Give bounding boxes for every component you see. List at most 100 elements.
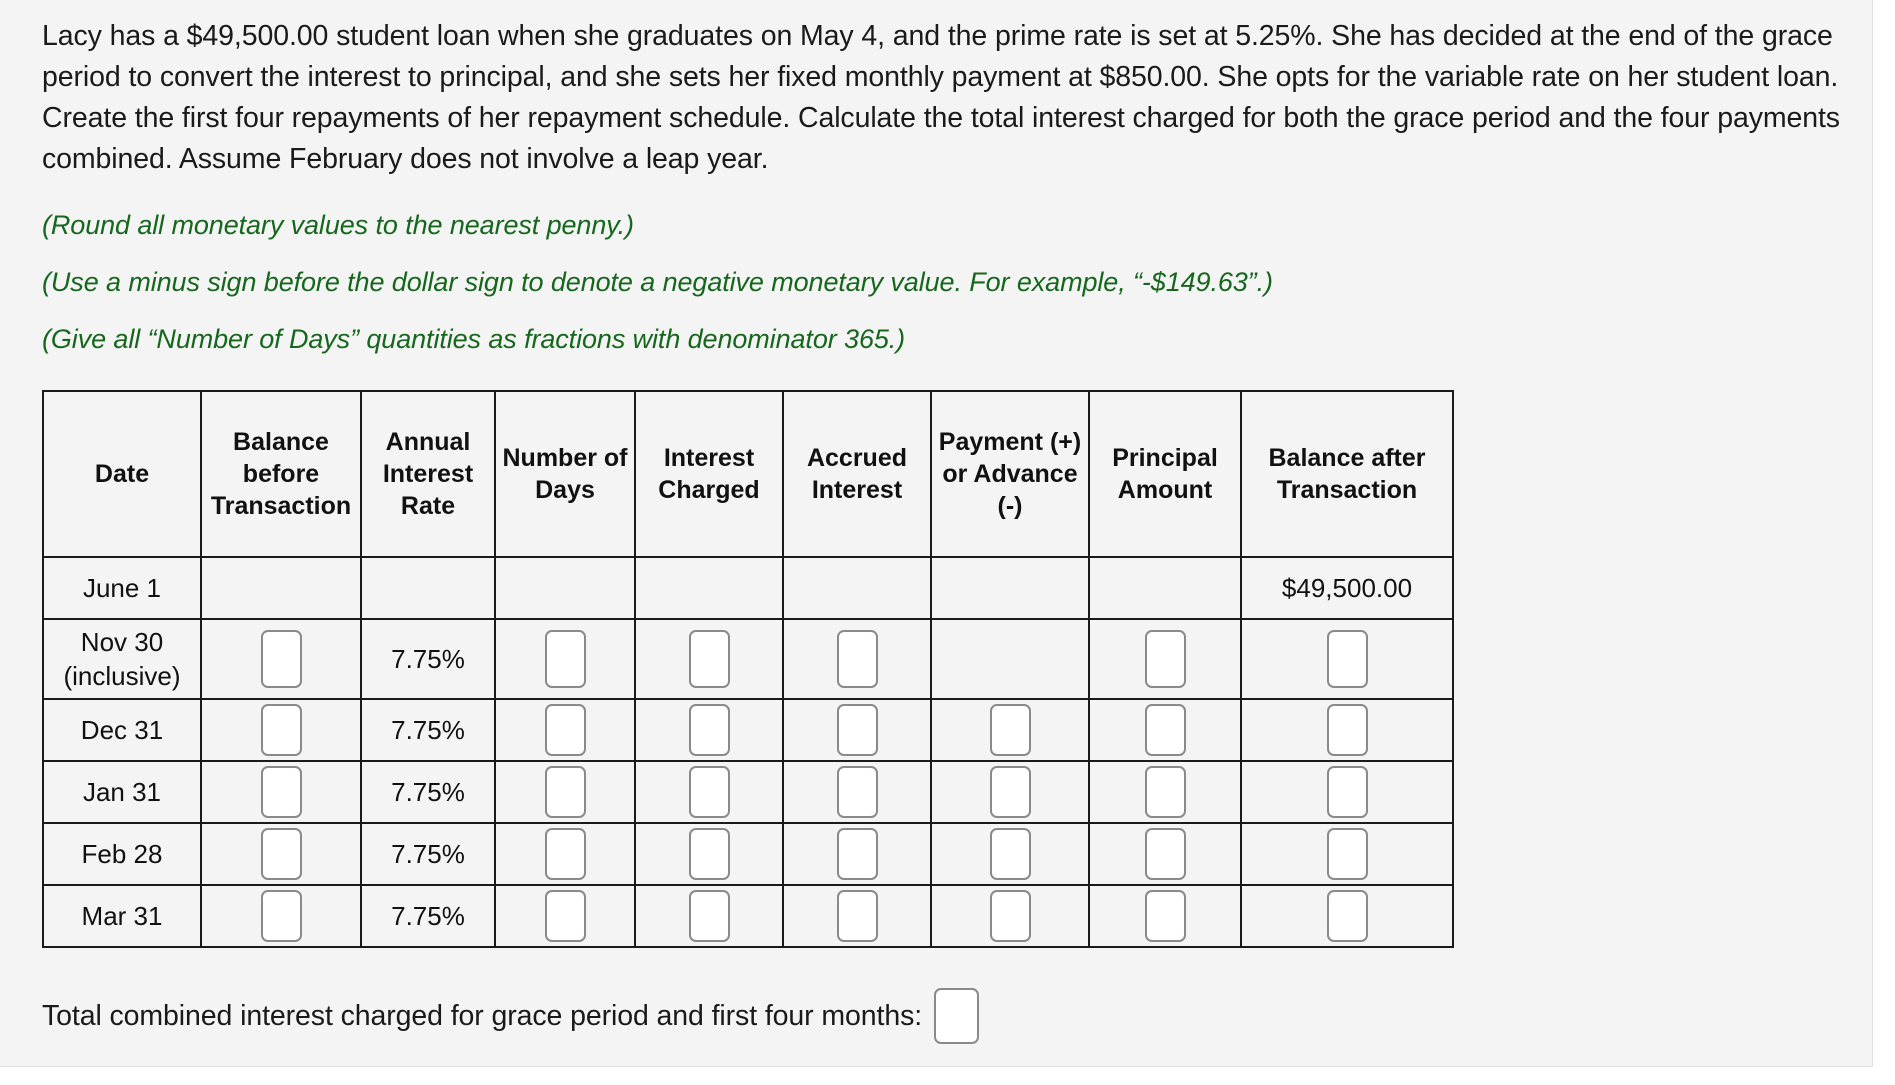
cell-interest-charged [634,618,784,700]
input-number-of-days[interactable] [544,630,586,688]
cell-payment-advance [930,884,1090,948]
input-interest-charged[interactable] [688,890,730,942]
date-label: Nov 30 [80,627,164,657]
cell-accrued-interest [782,618,932,700]
table-row: Mar 31 7.75% [42,884,1454,948]
input-accrued-interest[interactable] [836,704,878,756]
input-payment-advance[interactable] [989,704,1031,756]
cell-annual-rate [360,556,496,620]
col-header-accrued-interest: Accrued Interest [782,390,932,558]
table-header-row: Date Balance before Transaction Annual I… [42,390,1454,558]
cell-interest-charged [634,760,784,824]
col-header-balance-before: Balance before Transaction [200,390,362,558]
cell-accrued-interest [782,760,932,824]
input-interest-charged[interactable] [688,766,730,818]
col-header-date: Date [42,390,202,558]
problem-statement: Lacy has a $49,500.00 student loan when … [42,20,1840,175]
cell-number-of-days [494,698,636,762]
input-balance-before[interactable] [260,704,302,756]
date-label: Feb 28 [81,839,163,869]
input-number-of-days[interactable] [544,890,586,942]
instruction-note-days: (Give all “Number of Days” quantities as… [42,324,906,354]
input-balance-after[interactable] [1326,890,1368,942]
cell-balance-after [1240,760,1454,824]
input-balance-after[interactable] [1326,704,1368,756]
cell-interest-charged [634,556,784,620]
input-interest-charged[interactable] [688,704,730,756]
cell-number-of-days [494,884,636,948]
input-principal-amount[interactable] [1144,890,1186,942]
cell-balance-after [1240,698,1454,762]
cell-balance-before [200,556,362,620]
cell-number-of-days [494,556,636,620]
cell-interest-charged [634,822,784,886]
cell-balance-before [200,618,362,700]
input-interest-charged[interactable] [688,630,730,688]
input-balance-after[interactable] [1326,828,1368,880]
instruction-note-negative: (Use a minus sign before the dollar sign… [42,267,1273,297]
col-header-interest-charged: Interest Charged [634,390,784,558]
input-balance-before[interactable] [260,766,302,818]
cell-date: Nov 30 (inclusive) [42,618,202,700]
input-accrued-interest[interactable] [836,828,878,880]
cell-principal-amount [1088,822,1242,886]
table-row: Feb 28 7.75% [42,822,1454,886]
cell-payment-advance [930,556,1090,620]
date-sublabel: (inclusive) [63,661,181,691]
cell-annual-rate: 7.75% [360,884,496,948]
table-body: June 1 $49,500.00 Nov 30 (inclusive) 7.75% De… [42,556,1454,948]
cell-annual-rate: 7.75% [360,618,496,700]
input-number-of-days[interactable] [544,828,586,880]
input-accrued-interest[interactable] [836,890,878,942]
input-number-of-days[interactable] [544,704,586,756]
cell-principal-amount [1088,884,1242,948]
total-interest-input[interactable] [934,988,980,1044]
col-header-payment-advance: Payment (+) or Advance (-) [930,390,1090,558]
input-interest-charged[interactable] [688,828,730,880]
cell-payment-advance [930,760,1090,824]
input-balance-after[interactable] [1326,630,1368,688]
input-number-of-days[interactable] [544,766,586,818]
input-principal-amount[interactable] [1144,766,1186,818]
cell-date: Feb 28 [42,822,202,886]
input-balance-before[interactable] [260,890,302,942]
cell-accrued-interest [782,884,932,948]
input-accrued-interest[interactable] [836,766,878,818]
input-payment-advance[interactable] [989,890,1031,942]
cell-balance-before [200,760,362,824]
input-accrued-interest[interactable] [836,630,878,688]
date-label: Mar 31 [81,901,163,931]
cell-balance-before [200,884,362,948]
input-principal-amount[interactable] [1144,630,1186,688]
cell-balance-after: $49,500.00 [1240,556,1454,620]
cell-principal-amount [1088,760,1242,824]
total-interest-row: Total combined interest charged for grac… [42,988,1842,1044]
cell-balance-after [1240,618,1454,700]
input-balance-after[interactable] [1326,766,1368,818]
col-header-annual-rate: Annual Interest Rate [360,390,496,558]
cell-balance-before [200,698,362,762]
cell-accrued-interest [782,698,932,762]
cell-date: Dec 31 [42,698,202,762]
input-payment-advance[interactable] [989,828,1031,880]
cell-balance-before [200,822,362,886]
cell-number-of-days [494,618,636,700]
cell-payment-advance [930,618,1090,700]
input-payment-advance[interactable] [989,766,1031,818]
input-principal-amount[interactable] [1144,828,1186,880]
cell-date: Jan 31 [42,760,202,824]
table-row: Nov 30 (inclusive) 7.75% [42,618,1454,700]
cell-payment-advance [930,698,1090,762]
cell-annual-rate: 7.75% [360,698,496,762]
input-balance-before[interactable] [260,828,302,880]
date-label: Dec 31 [80,715,164,745]
cell-accrued-interest [782,556,932,620]
cell-number-of-days [494,822,636,886]
cell-principal-amount [1088,618,1242,700]
col-header-number-of-days: Number of Days [494,390,636,558]
input-principal-amount[interactable] [1144,704,1186,756]
input-balance-before[interactable] [260,630,302,688]
cell-principal-amount [1088,698,1242,762]
cell-accrued-interest [782,822,932,886]
